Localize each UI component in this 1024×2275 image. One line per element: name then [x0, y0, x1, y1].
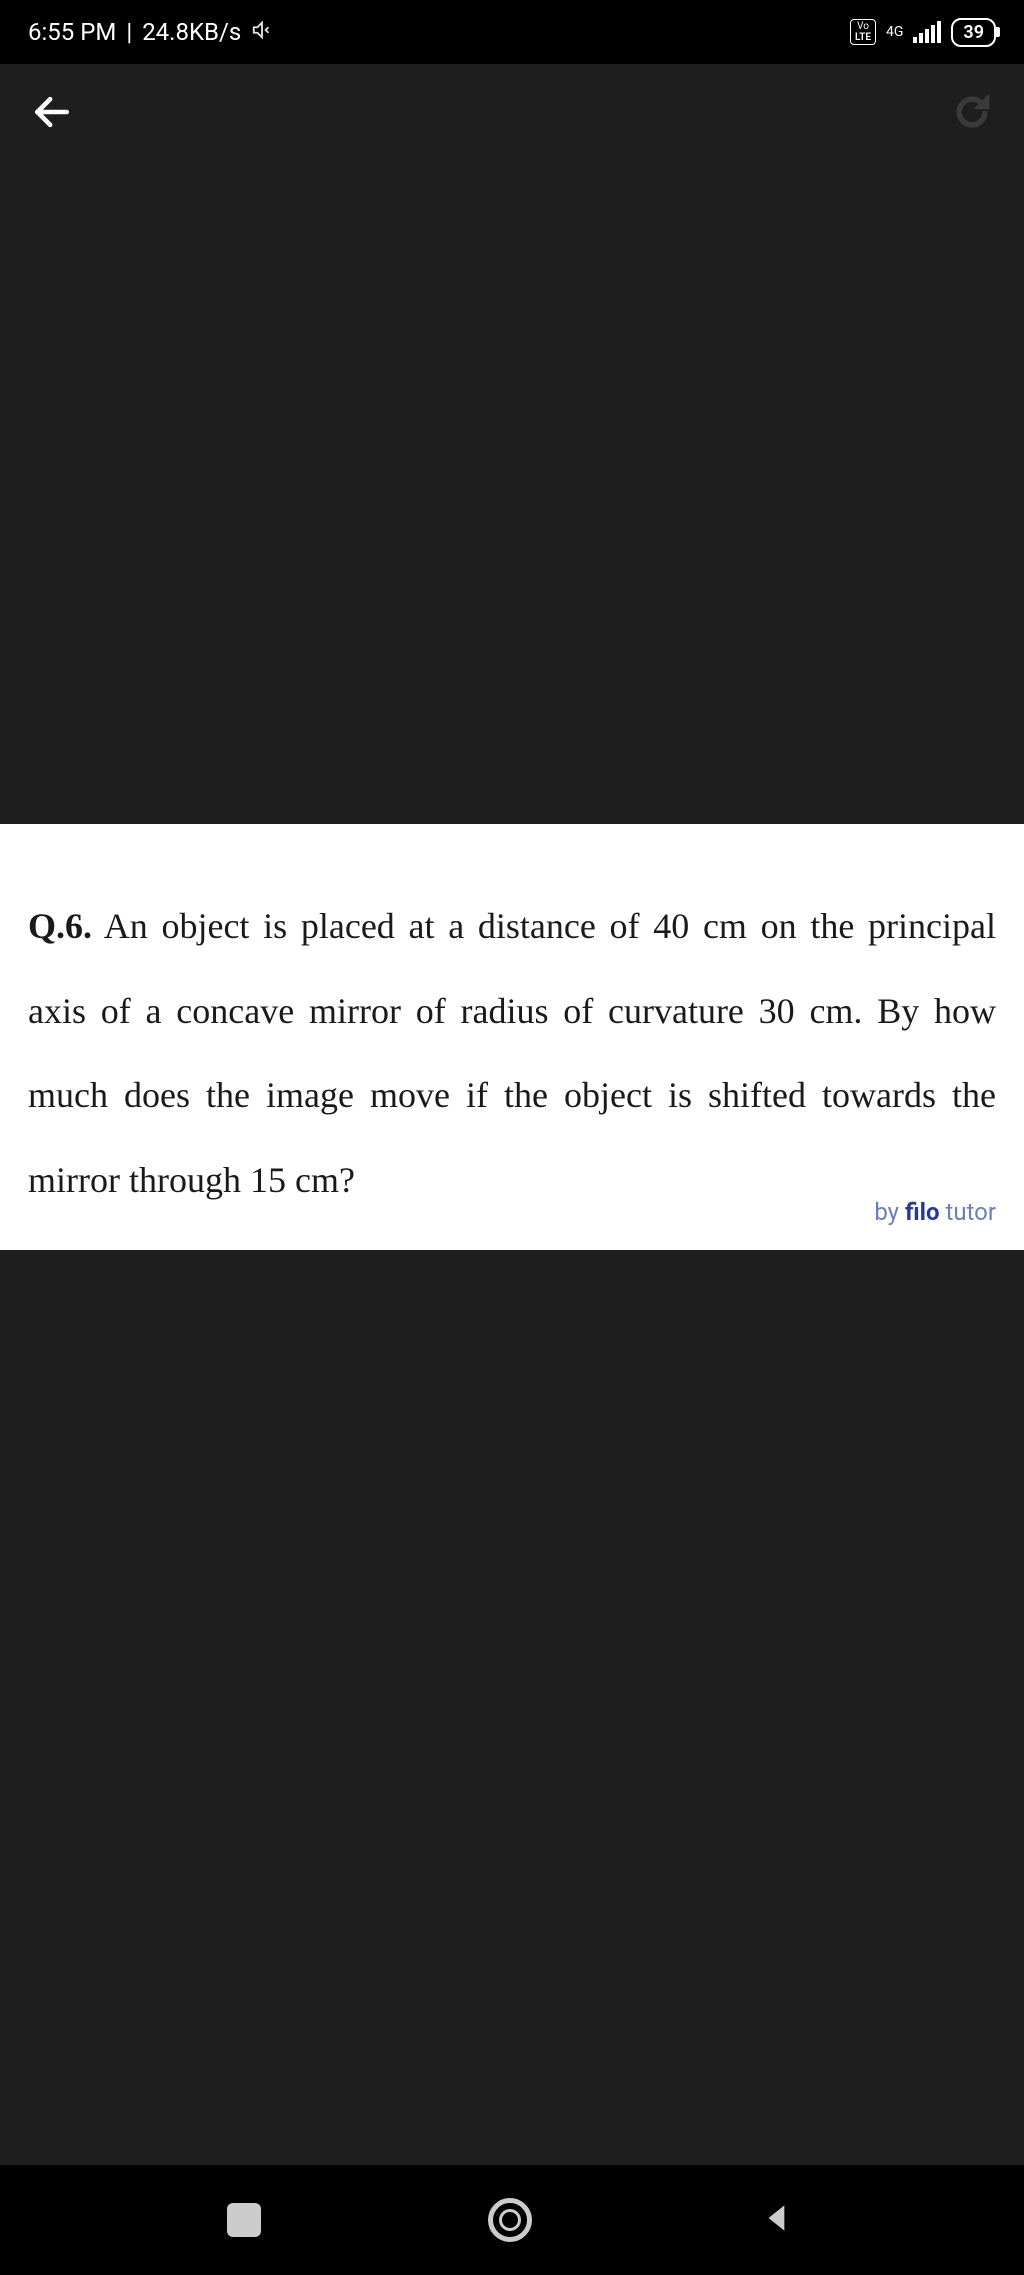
question-number: Q.6. [28, 906, 92, 946]
back-button[interactable] [30, 90, 74, 138]
status-separator: | [126, 18, 132, 46]
nav-recent-button[interactable] [227, 2203, 261, 2237]
empty-region-bottom [0, 1250, 1024, 2275]
status-left: 6:55 PM | 24.8KB/s [28, 18, 273, 46]
reload-button[interactable] [950, 90, 994, 138]
signal-icon [913, 21, 941, 43]
volte-icon: Vo LTE [850, 19, 876, 45]
nav-home-button[interactable] [488, 2198, 532, 2242]
attribution-suffix: tutor [940, 1198, 996, 1226]
question-body: An object is placed at a distance of 40 … [28, 906, 996, 1200]
attribution-brand: filo [905, 1198, 940, 1226]
browser-toolbar [0, 64, 1024, 164]
attribution: by filo tutor [874, 1198, 996, 1226]
empty-region-top [0, 164, 1024, 824]
nav-back-button[interactable] [759, 2199, 797, 2241]
attribution-by: by [874, 1198, 905, 1226]
status-right: Vo LTE 4G 39 [850, 18, 996, 47]
question-card: Q.6. An object is placed at a distance o… [0, 824, 1024, 1250]
status-time: 6:55 PM [28, 18, 116, 46]
status-data-rate: 24.8KB/s [142, 18, 241, 46]
mute-icon [251, 19, 273, 46]
status-bar: 6:55 PM | 24.8KB/s Vo LTE 4G 39 [0, 0, 1024, 64]
battery-indicator: 39 [951, 18, 996, 47]
android-navbar [0, 2165, 1024, 2275]
question-text: Q.6. An object is placed at a distance o… [28, 884, 996, 1222]
network-type: 4G [886, 25, 903, 39]
